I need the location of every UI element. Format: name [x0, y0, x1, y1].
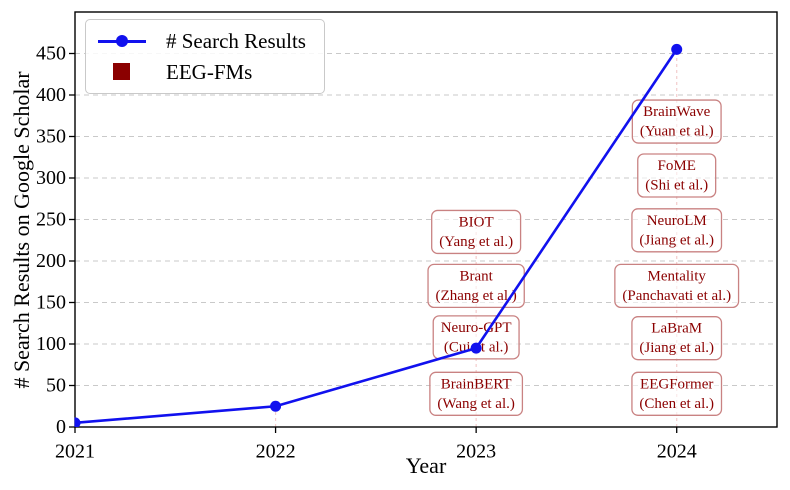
annotation-title: BrainBERT	[441, 376, 512, 392]
y-tick-label: 250	[36, 209, 66, 231]
annotation-citation: (Panchavati et al.)	[622, 288, 731, 304]
annotation-box	[631, 371, 723, 416]
annotation-box	[637, 153, 717, 198]
annotation-citation: (Jiang et al.)	[639, 232, 714, 248]
dot-marker-icon	[116, 35, 128, 47]
legend-label-eeg-fms: EEG-FMs	[166, 60, 253, 84]
search-results-line	[74, 48, 678, 425]
annotation-mentality: Mentality (Panchavati et al.)	[614, 263, 740, 309]
annotation-citation: (Yuan et al.)	[640, 124, 714, 140]
annotation-box	[631, 316, 723, 361]
y-tick-label: 0	[56, 416, 66, 438]
annotation-box	[427, 263, 525, 309]
annotation-box	[614, 263, 740, 309]
series-search-results	[74, 43, 683, 427]
y-tick-label: 300	[36, 167, 66, 189]
annotation-title: Neuro-GPT	[441, 320, 512, 336]
annotation-title: Mentality	[648, 268, 707, 284]
x-tick-label: 2021	[55, 441, 95, 463]
annotation-brainbert: BrainBERT (Wang et al.)	[429, 371, 524, 416]
annotation-box	[429, 371, 524, 416]
annotation-box	[631, 99, 722, 144]
x-tick-label: 2023	[456, 441, 496, 463]
square-marker-icon	[113, 63, 130, 80]
data-point-2024	[671, 43, 683, 55]
y-tick-label: 50	[46, 375, 66, 397]
annotation-title: Brant	[459, 268, 493, 284]
annotation-title: NeuroLM	[647, 213, 707, 229]
y-tick-label: 100	[36, 333, 66, 355]
annotation-citation: (Jiang et al.)	[639, 340, 714, 356]
square-swatch-icon	[98, 59, 146, 85]
annotation-title: BrainWave	[643, 104, 710, 120]
legend: # Search Results EEG-FMs	[85, 19, 325, 94]
annotation-title: LaBraM	[651, 321, 702, 337]
annotation-eegformer: EEGFormer (Chen et al.)	[631, 371, 723, 416]
annotation-citation: (Zhang et al.)	[436, 288, 517, 304]
annotation-labram: LaBraM (Jiang et al.)	[631, 316, 723, 361]
y-axis-label: # Search Results on Google Scholar	[9, 71, 34, 389]
annotation-title: EEGFormer	[640, 376, 713, 392]
legend-entry-search-results: # Search Results	[98, 28, 306, 54]
y-tick-label: 350	[36, 126, 66, 148]
data-point-2022	[270, 400, 282, 412]
annotation-citation: (Shi et al.)	[645, 178, 708, 194]
y-tick-label: 450	[36, 43, 66, 65]
annotation-box	[631, 208, 723, 253]
annotation-title: BIOT	[459, 214, 494, 230]
annotation-citation: (Yang et al.)	[439, 234, 513, 250]
data-point-2021	[74, 417, 81, 427]
annotation-citation: (Chen et al.)	[639, 396, 714, 412]
annotation-brant: Brant (Zhang et al.)	[427, 263, 525, 309]
legend-label-search-results: # Search Results	[166, 29, 306, 53]
y-tick-label: 150	[36, 292, 66, 314]
annotation-box	[431, 209, 522, 255]
y-tick-label: 400	[36, 84, 66, 106]
x-axis-label: Year	[405, 453, 447, 478]
x-tick-label: 2022	[256, 441, 296, 463]
line-dot-swatch-icon	[98, 28, 146, 54]
x-tick-label: 2024	[657, 441, 697, 463]
annotation-brainwave: BrainWave (Yuan et al.)	[631, 99, 722, 144]
annotation-fome: FoME (Shi et al.)	[637, 153, 717, 198]
annotation-box	[432, 315, 520, 360]
annotation-biot: BIOT (Yang et al.)	[431, 209, 522, 255]
annotation-neurolm: NeuroLM (Jiang et al.)	[631, 208, 723, 253]
data-point-2023	[470, 342, 482, 354]
annotation-citation: (Wang et al.)	[437, 396, 515, 412]
y-tick-label: 200	[36, 250, 66, 272]
annotation-title: FoME	[658, 158, 696, 174]
legend-entry-eeg-fms: EEG-FMs	[98, 59, 306, 85]
